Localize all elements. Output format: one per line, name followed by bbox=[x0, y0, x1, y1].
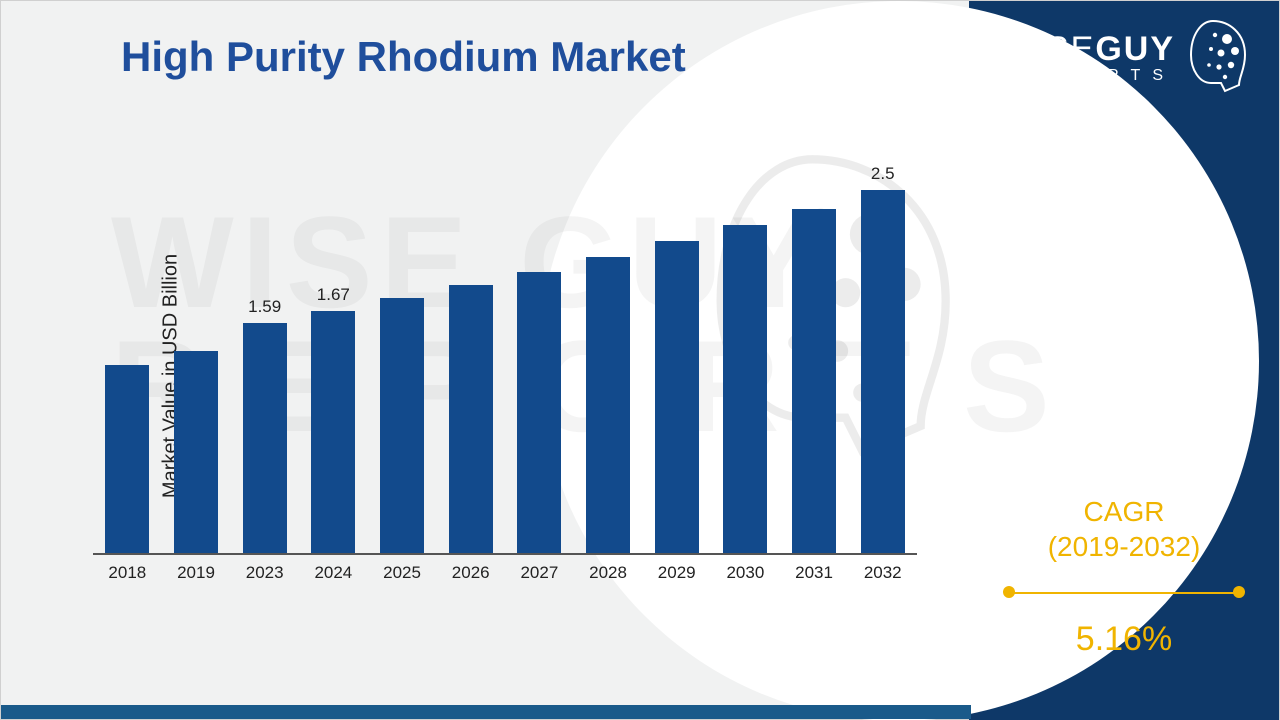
bottom-accent-bar bbox=[1, 705, 971, 719]
x-tick-label: 2019 bbox=[162, 555, 231, 591]
chart-title: High Purity Rhodium Market bbox=[121, 33, 686, 81]
plot-region: 1.59 1.67 2.5 bbox=[93, 161, 917, 555]
bar bbox=[311, 311, 355, 555]
bar bbox=[723, 225, 767, 555]
x-tick-label: 2028 bbox=[574, 555, 643, 591]
bar bbox=[380, 298, 424, 555]
x-tick-label: 2027 bbox=[505, 555, 574, 591]
brand-line1b: GUY bbox=[1095, 30, 1175, 68]
bar-slot bbox=[368, 161, 437, 555]
cagr-block: CAGR (2019-2032) 5.16% bbox=[999, 494, 1249, 659]
bar-value-label: 1.67 bbox=[317, 285, 350, 305]
bar-value-label: 2.5 bbox=[871, 164, 895, 184]
bars-container: 1.59 1.67 2.5 bbox=[93, 161, 917, 555]
bar-slot bbox=[780, 161, 849, 555]
bar-slot bbox=[505, 161, 574, 555]
x-tick-label: 2030 bbox=[711, 555, 780, 591]
bar bbox=[792, 209, 836, 555]
bar-slot bbox=[436, 161, 505, 555]
bar bbox=[105, 365, 149, 555]
x-labels-container: 2018201920232024202520262027202820292030… bbox=[93, 555, 917, 591]
bar bbox=[517, 272, 561, 555]
bar bbox=[449, 285, 493, 555]
page-canvas: WISEGUY REPORTS CAGR (2019-2032) 5.16% bbox=[0, 0, 1280, 720]
cagr-separator bbox=[999, 580, 1249, 604]
cagr-label-1: CAGR bbox=[999, 494, 1249, 529]
bar bbox=[861, 190, 905, 555]
x-tick-label: 2023 bbox=[230, 555, 299, 591]
x-tick-label: 2018 bbox=[93, 555, 162, 591]
bar-slot: 1.67 bbox=[299, 161, 368, 555]
bar-slot bbox=[642, 161, 711, 555]
bar bbox=[243, 323, 287, 555]
x-tick-label: 2029 bbox=[642, 555, 711, 591]
x-tick-label: 2032 bbox=[848, 555, 917, 591]
bar-slot bbox=[574, 161, 643, 555]
cagr-value: 5.16% bbox=[999, 620, 1249, 659]
brand-line2: REPORTS bbox=[1000, 68, 1175, 84]
bar-slot bbox=[93, 161, 162, 555]
brand-head-icon bbox=[1181, 19, 1253, 97]
bar-slot bbox=[162, 161, 231, 555]
bar-slot: 1.59 bbox=[230, 161, 299, 555]
cagr-label-2: (2019-2032) bbox=[999, 529, 1249, 564]
brand-logo: WISEGUY REPORTS bbox=[1000, 19, 1253, 97]
bar-slot: 2.5 bbox=[848, 161, 917, 555]
chart-area: Market Value in USD Billion 1.591.672.5 … bbox=[57, 161, 917, 591]
x-tick-label: 2031 bbox=[780, 555, 849, 591]
x-tick-label: 2026 bbox=[436, 555, 505, 591]
brand-line1a: WISE bbox=[1000, 30, 1095, 68]
x-tick-label: 2024 bbox=[299, 555, 368, 591]
x-tick-label: 2025 bbox=[368, 555, 437, 591]
brand-text: WISEGUY REPORTS bbox=[1000, 32, 1175, 84]
bar bbox=[586, 257, 630, 555]
bar bbox=[174, 351, 218, 555]
bar bbox=[655, 241, 699, 555]
bar-slot bbox=[711, 161, 780, 555]
bar-value-label: 1.59 bbox=[248, 297, 281, 317]
